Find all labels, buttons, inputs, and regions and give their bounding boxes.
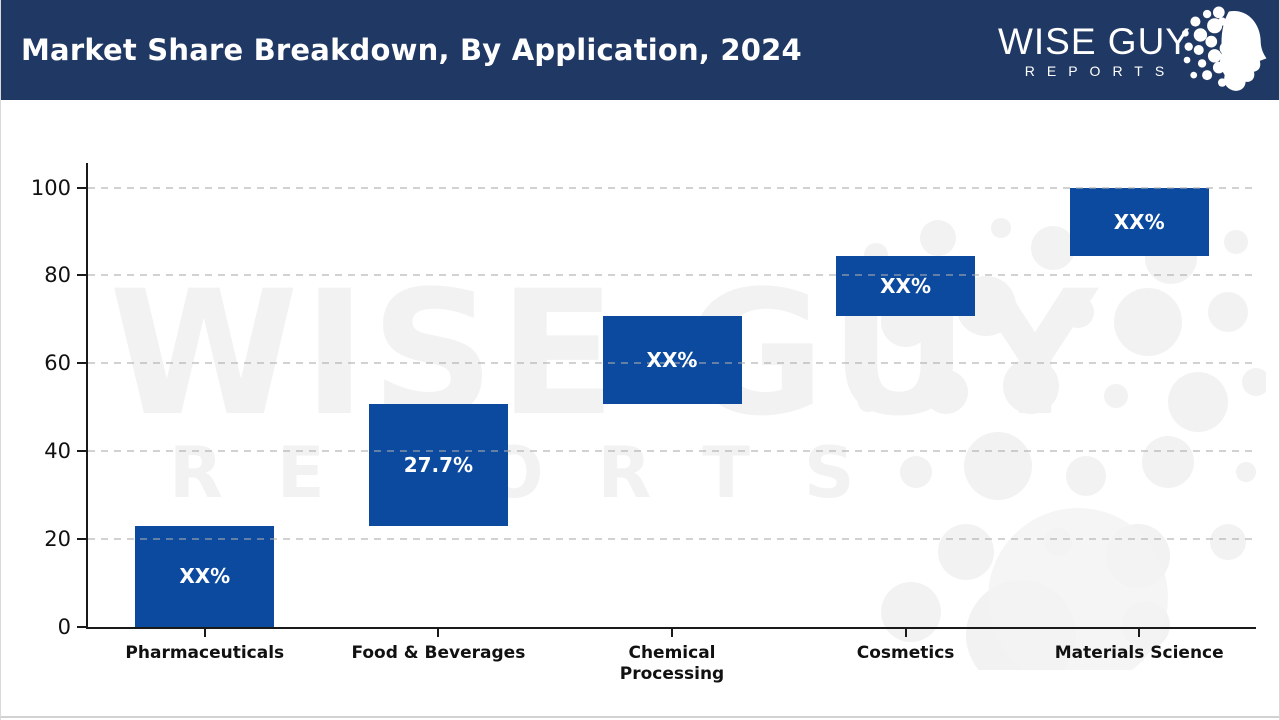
x-tick-mark-cosmetics: [904, 629, 907, 637]
bar-food-beverages: [368, 404, 508, 526]
chart-area: WISE GUY REPORTS 0 20 40 60 80 100 XX% Pharmace…: [1, 100, 1279, 718]
bar-materials-science: [1069, 187, 1209, 256]
y-tick-mark-0: [77, 626, 86, 628]
wiseguy-logo: WISE GUY REPORTS: [998, 0, 1269, 100]
x-tick-mark-pharmaceuticals: [203, 629, 206, 637]
y-tick-label-60: 60: [44, 351, 71, 376]
y-tick-mark-40: [77, 450, 86, 453]
bar-value-label-cosmetics: XX%: [880, 273, 932, 298]
y-gridline-20: [88, 538, 1256, 541]
x-axis-line: [86, 627, 1256, 629]
bar-value-label-materials-science: XX%: [1113, 209, 1165, 234]
x-category-label-food-beverages: Food & Beverages: [351, 643, 526, 663]
y-gridline-80: [88, 274, 1256, 277]
y-tick-label-0: 0: [57, 615, 71, 639]
y-tick-label-80: 80: [44, 263, 71, 288]
bar-cosmetics: [836, 255, 976, 317]
bar-value-label-chemical-processing: XX%: [646, 348, 698, 373]
x-tick-mark-chemical-processing: [671, 629, 673, 637]
watermark-subtitle: REPORTS: [169, 432, 909, 514]
y-tick-mark-80: [77, 274, 86, 277]
x-category-label-materials-science: Materials Science: [1054, 643, 1224, 663]
y-gridline-60: [88, 362, 1256, 365]
logo-subtitle: REPORTS: [1024, 62, 1177, 79]
bottom-border: [1, 716, 1279, 718]
header-bar: Market Share Breakdown, By Application, …: [1, 0, 1279, 100]
x-tick-mark-food-beverages: [437, 629, 440, 637]
x-category-label-chemical-processing: Chemical Processing: [619, 643, 725, 684]
y-axis-line: [86, 163, 88, 629]
y-tick-label-100: 100: [30, 175, 71, 200]
page-title: Market Share Breakdown, By Application, …: [21, 33, 802, 67]
bar-chemical-processing: [602, 316, 742, 405]
x-tick-mark-materials-science: [1138, 629, 1141, 637]
bar-value-label-pharmaceuticals: XX%: [179, 564, 231, 589]
y-gridline-40: [88, 450, 1256, 453]
y-tick-mark-100: [77, 186, 86, 189]
x-category-label-cosmetics: Cosmetics: [856, 643, 955, 663]
bar-pharmaceuticals: [135, 525, 275, 627]
wiseguy-head-icon: [1182, 6, 1267, 91]
y-tick-label-40: 40: [44, 439, 71, 464]
y-tick-label-20: 20: [44, 527, 71, 552]
y-gridline-100: [88, 186, 1256, 189]
logo-wordmark: WISE GUY: [997, 20, 1191, 62]
x-category-label-pharmaceuticals: Pharmaceuticals: [125, 643, 285, 663]
y-tick-mark-20: [77, 538, 86, 541]
logo-text: WISE GUY REPORTS: [998, 23, 1191, 78]
plot-region: 0 20 40 60 80 100 XX% Pharmaceuticals 27.7% Food …: [1, 100, 1279, 718]
bar-value-label-food-beverages: 27.7%: [403, 453, 474, 478]
y-tick-mark-60: [77, 362, 86, 365]
